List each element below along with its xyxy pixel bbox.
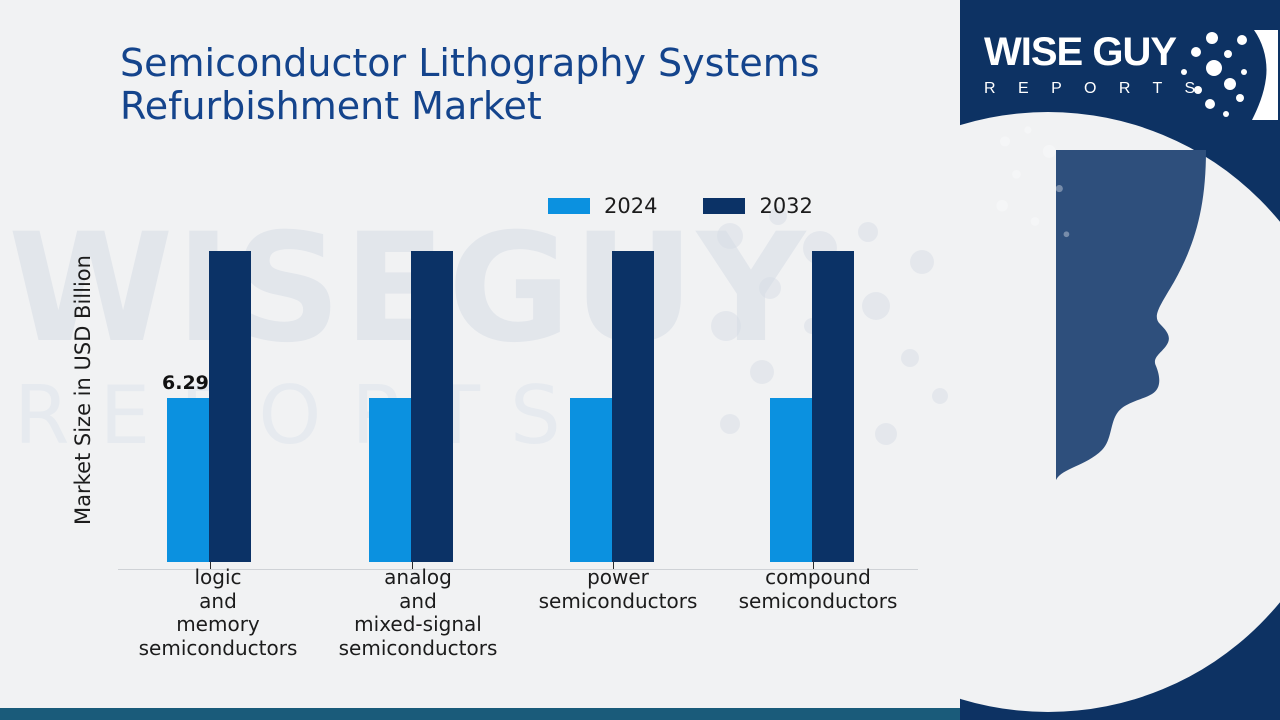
bar-2032-2[interactable] (612, 251, 654, 562)
head-profile-dots-icon (996, 126, 1070, 238)
category-label-0: logic and memory semiconductors (118, 565, 318, 676)
category-line: semiconductors (538, 588, 698, 613)
bottom-accent-strip (0, 708, 960, 720)
category-line: semiconductors (138, 635, 298, 660)
category-line: and (399, 588, 437, 613)
bar-group-3 (718, 240, 918, 569)
x-tick-3 (813, 562, 814, 569)
plot-area: 6.29 (118, 240, 918, 570)
bar-groups: 6.29 (118, 240, 918, 569)
legend-label-2032: 2032 (759, 194, 813, 218)
category-line: analog (384, 565, 452, 589)
x-axis-categories: logic and memory semiconductors analog a… (118, 565, 918, 676)
category-label-3: compound semiconductors (718, 565, 918, 676)
x-tick-2 (613, 562, 614, 569)
logo-secondary-text: R E P O R T S (984, 80, 1205, 97)
category-line: semiconductors (738, 588, 898, 613)
branding-panel: WISE GUY R E P O R T S (960, 0, 1280, 720)
bar-2032-1[interactable] (411, 251, 453, 562)
logo-primary-text: WISE GUY (984, 30, 1177, 74)
x-tick-0 (210, 562, 211, 569)
legend-swatch-2024 (548, 198, 590, 214)
bar-group-1 (318, 240, 518, 569)
category-line: compound (765, 565, 871, 589)
x-axis-line (118, 569, 918, 570)
bar-2024-1[interactable] (369, 398, 411, 562)
category-line: power (587, 565, 649, 589)
legend-swatch-2032 (703, 198, 746, 214)
category-line: memory (176, 612, 260, 637)
bar-2024-2[interactable] (570, 398, 612, 562)
bar-value-label-0: 6.29 (162, 372, 209, 394)
y-axis-label: Market Size in USD Billion (71, 255, 95, 525)
page-title: Semiconductor Lithography Systems Refurb… (120, 41, 820, 129)
bar-group-0: 6.29 (118, 240, 318, 569)
legend-item-2032[interactable]: 2032 (703, 194, 813, 218)
bar-2024-3[interactable] (770, 398, 812, 562)
category-label-2: power semiconductors (518, 565, 718, 676)
bar-2032-0[interactable] (209, 251, 251, 562)
head-profile-icon (1056, 150, 1206, 480)
bar-2024-0[interactable] (167, 398, 209, 562)
x-tick-1 (412, 562, 413, 569)
legend-label-2024: 2024 (604, 194, 658, 218)
bar-group-2 (518, 240, 718, 569)
wiseguy-logo: WISE GUY R E P O R T S (984, 30, 1278, 124)
category-line: logic (194, 565, 242, 589)
chart-legend: 2024 2032 (548, 194, 813, 218)
bar-2032-3[interactable] (812, 251, 854, 562)
logo-head-dots-icon (1181, 30, 1278, 120)
category-line: and (199, 588, 237, 613)
category-line: semiconductors (338, 635, 498, 660)
category-label-1: analog and mixed-signal semiconductors (318, 565, 518, 676)
category-line: mixed-signal (354, 612, 482, 637)
legend-item-2024[interactable]: 2024 (548, 194, 657, 218)
